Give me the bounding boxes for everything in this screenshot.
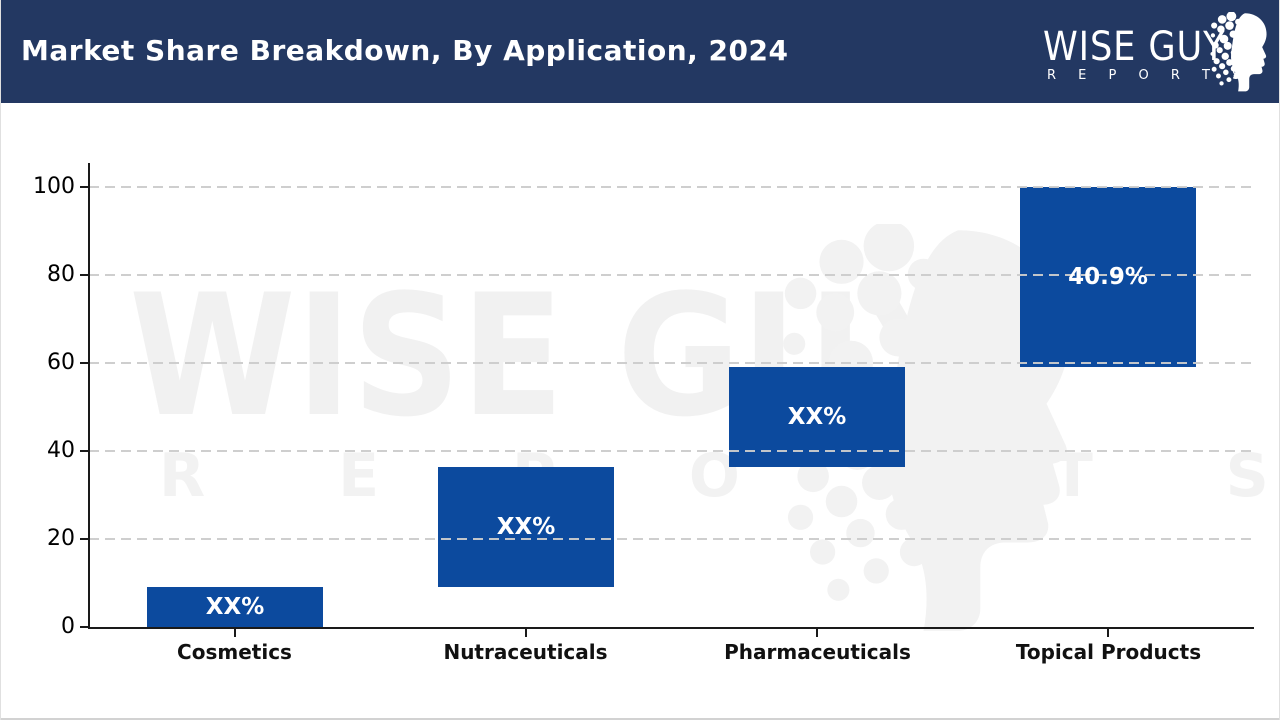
y-tick-mark xyxy=(80,450,88,452)
bar-topical-products xyxy=(1020,187,1196,367)
y-tick-mark xyxy=(80,626,88,628)
y-tick-label: 40 xyxy=(47,438,75,463)
gridline-y80 xyxy=(89,274,1254,276)
category-label-3: Pharmaceuticals xyxy=(724,640,911,664)
bar-nutraceuticals xyxy=(438,467,614,587)
y-tick-label: 20 xyxy=(47,526,75,551)
gridline-y100 xyxy=(89,186,1254,188)
y-tick-mark xyxy=(80,538,88,540)
bar-value-label: 40.9% xyxy=(1068,264,1148,290)
gridline-y40 xyxy=(89,450,1254,452)
gridline-y20 xyxy=(89,538,1254,540)
bar-value-label: XX% xyxy=(205,594,265,620)
y-tick-mark xyxy=(80,274,88,276)
y-tick-label: 60 xyxy=(47,350,75,375)
page-title: Market Share Breakdown, By Application, … xyxy=(21,34,789,67)
wiseguy-logo: WISE GUY R E P O R T S xyxy=(1015,10,1267,94)
bar-value-label: XX% xyxy=(496,514,556,540)
header-bar: Market Share Breakdown, By Application, … xyxy=(1,0,1279,103)
y-tick-mark xyxy=(80,362,88,364)
x-tick-mark xyxy=(816,629,818,637)
category-label-1: Cosmetics xyxy=(177,640,292,664)
y-tick-label: 100 xyxy=(33,174,75,199)
y-tick-label: 0 xyxy=(61,614,75,639)
gridline-y60 xyxy=(89,362,1254,364)
category-label-4: Topical Products xyxy=(1015,640,1202,664)
logo-reports-text: R E P O R T S xyxy=(1047,68,1250,83)
watermark-reports-text: R E P O R T S xyxy=(159,441,1280,511)
bar-value-label: XX% xyxy=(787,404,847,430)
logo-face-icon xyxy=(1210,12,1267,92)
bar-cosmetics xyxy=(147,587,323,627)
y-axis-spine xyxy=(88,163,90,629)
x-tick-mark xyxy=(234,629,236,637)
logo-wordmark: WISE GUY xyxy=(1043,24,1226,70)
x-axis-spine xyxy=(88,627,1254,629)
y-tick-label: 80 xyxy=(47,262,75,287)
x-tick-mark xyxy=(525,629,527,637)
y-tick-mark xyxy=(80,186,88,188)
category-label-2: Nutraceuticals xyxy=(443,640,608,664)
bottom-border-line xyxy=(1,718,1279,720)
x-tick-mark xyxy=(1107,629,1109,637)
